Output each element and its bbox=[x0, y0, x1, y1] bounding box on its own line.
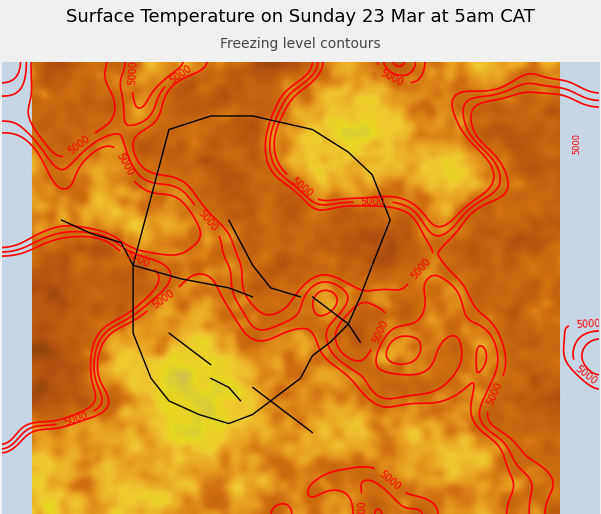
Text: 5000: 5000 bbox=[67, 134, 92, 157]
Text: 5000: 5000 bbox=[114, 151, 135, 177]
Text: 5000: 5000 bbox=[371, 318, 390, 345]
Text: 5000: 5000 bbox=[195, 208, 219, 233]
Text: 5000: 5000 bbox=[168, 63, 194, 86]
Text: Surface Temperature on Sunday 23 Mar at 5am CAT: Surface Temperature on Sunday 23 Mar at … bbox=[66, 8, 535, 26]
Text: 5000: 5000 bbox=[361, 196, 385, 207]
Text: 5000: 5000 bbox=[377, 469, 403, 493]
Text: 5000: 5000 bbox=[573, 133, 582, 154]
Text: 5000: 5000 bbox=[576, 319, 601, 330]
Text: 5000: 5000 bbox=[127, 60, 139, 85]
Text: 5000: 5000 bbox=[62, 410, 89, 427]
Text: 5000: 5000 bbox=[150, 288, 176, 310]
Text: Freezing level contours: Freezing level contours bbox=[220, 38, 381, 51]
Text: 5000: 5000 bbox=[485, 380, 505, 407]
Text: 5000: 5000 bbox=[289, 176, 315, 199]
Text: 5000: 5000 bbox=[357, 501, 367, 514]
Text: 5000: 5000 bbox=[379, 68, 405, 88]
Text: 5000: 5000 bbox=[409, 256, 433, 282]
Text: 5000: 5000 bbox=[573, 364, 598, 387]
Text: 5000: 5000 bbox=[124, 250, 151, 270]
